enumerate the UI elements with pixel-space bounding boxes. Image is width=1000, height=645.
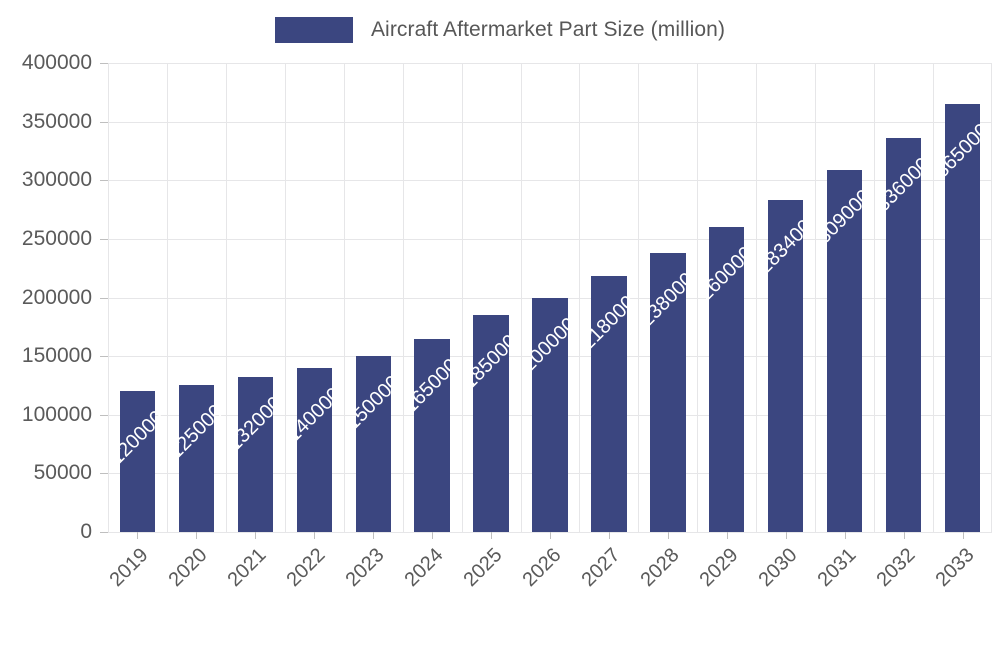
y-axis-tick-label: 300000: [21, 168, 92, 192]
y-axis-tick-mark: [100, 121, 108, 123]
bar-chart: Aircraft Aftermarket Part Size (million)…: [0, 12, 1000, 600]
x-axis: 2019 2020 2021 2022 2023 2024 2025 2026 2027 2028…: [106, 532, 992, 600]
y-axis-tick-label: 100000: [21, 402, 92, 426]
y-axis-tick-mark: [100, 414, 108, 416]
x-axis-tick-mark: [196, 532, 197, 539]
y-axis-tick-label: 50000: [33, 461, 92, 485]
x-axis-tick-mark: [904, 532, 905, 539]
gridline-vertical: [403, 63, 404, 532]
x-axis-tick-mark: [491, 532, 492, 539]
gridline-horizontal: [108, 121, 992, 123]
legend-color-swatch: [274, 17, 353, 43]
x-axis-tick-mark: [963, 532, 964, 539]
bar-2029[interactable]: [709, 227, 745, 532]
gridline-vertical: [697, 63, 698, 532]
x-axis-tick-mark: [550, 532, 551, 539]
bar-2019[interactable]: [119, 391, 156, 532]
gridline-vertical: [756, 63, 757, 532]
bar-2025[interactable]: [473, 315, 509, 532]
gridline-vertical: [226, 63, 227, 532]
bar-2026[interactable]: [532, 297, 568, 532]
x-axis-tick-mark: [137, 532, 138, 539]
y-axis-tick-label: 250000: [21, 226, 92, 250]
bar-2027[interactable]: [591, 276, 627, 532]
x-axis-tick-mark: [373, 532, 374, 539]
gridline-vertical: [344, 63, 345, 532]
x-axis-tick-mark: [255, 532, 256, 539]
x-axis-tick-mark: [432, 532, 433, 539]
bar-2024[interactable]: [414, 338, 450, 532]
bar-2030[interactable]: [768, 199, 804, 532]
y-axis-tick-mark: [100, 180, 108, 182]
gridline-horizontal: [108, 238, 992, 240]
bar-2033[interactable]: [944, 104, 981, 532]
y-axis-tick-label: 200000: [21, 285, 92, 309]
gridline-vertical: [285, 63, 286, 532]
legend-label: Aircraft Aftermarket Part Size (million): [370, 18, 726, 41]
y-axis-tick-mark: [100, 532, 108, 533]
gridline-vertical: [108, 63, 109, 532]
gridline-vertical: [521, 63, 522, 532]
y-axis-tick-label: 400000: [21, 51, 92, 74]
gridline-vertical: [167, 63, 168, 532]
x-axis-tick-mark: [609, 532, 610, 539]
gridline-vertical: [933, 63, 934, 532]
y-axis-tick-mark: [100, 356, 108, 358]
gridline-horizontal: [108, 63, 992, 64]
bar-2032[interactable]: [885, 138, 922, 532]
bar-2022[interactable]: [296, 367, 332, 532]
x-axis-tick-mark: [668, 532, 669, 539]
y-axis-tick-label: 350000: [21, 109, 92, 133]
y-axis-tick-mark: [100, 297, 108, 299]
x-axis-tick-mark: [845, 532, 846, 539]
y-axis-tick-mark: [100, 473, 108, 475]
bar-2023[interactable]: [355, 356, 391, 532]
y-axis-tick-label: 0: [80, 520, 92, 543]
bar-2028[interactable]: [650, 252, 686, 532]
gridline-vertical: [991, 63, 992, 532]
chart-legend: Aircraft Aftermarket Part Size (million): [0, 12, 1000, 48]
plot-area: 120000 125000 132000 140000 150000 165000 1850…: [106, 63, 993, 533]
gridline-vertical: [462, 63, 463, 532]
x-axis-tick-mark: [727, 532, 728, 539]
gridline-vertical: [579, 63, 580, 532]
y-axis-tick-label: 150000: [21, 344, 92, 368]
gridline-horizontal: [108, 180, 992, 182]
bar-2031[interactable]: [826, 169, 863, 532]
gridline-vertical: [638, 63, 639, 532]
gridline-vertical: [815, 63, 816, 532]
y-axis: 0 50000 100000 150000 200000 250000 300000 3500…: [0, 51, 108, 543]
x-axis-tick-mark: [786, 532, 787, 539]
y-axis-tick-mark: [100, 63, 108, 64]
x-axis-tick-mark: [314, 532, 315, 539]
gridline-vertical: [874, 63, 875, 532]
bar-2021[interactable]: [237, 377, 273, 532]
y-axis-tick-mark: [100, 238, 108, 240]
bar-2020[interactable]: [178, 385, 215, 532]
